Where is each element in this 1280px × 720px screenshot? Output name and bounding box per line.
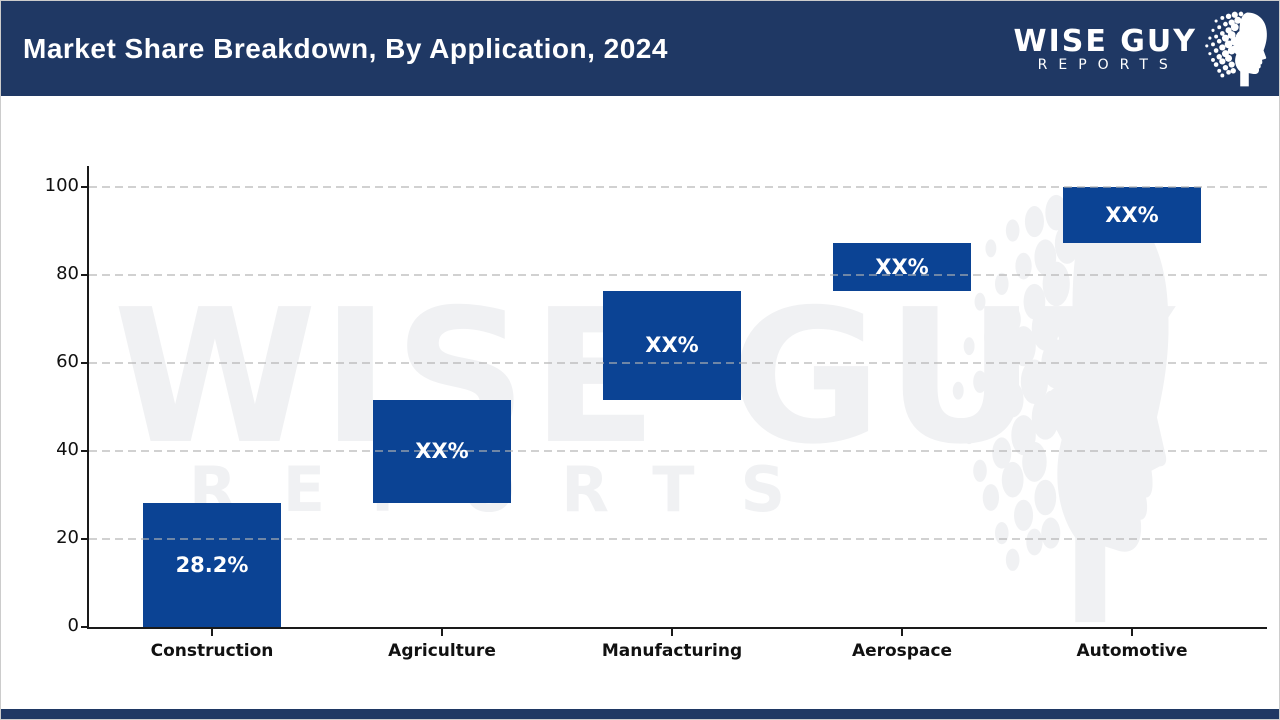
y-tick-mark [81,538,89,540]
logo-wordmark: WISE GUY [1013,23,1197,59]
bar-aerospace [833,243,971,291]
x-category-label: Construction [150,641,274,661]
y-axis-spine [87,166,89,629]
y-tick-label: 0 [67,615,79,636]
gridline [89,186,1267,188]
x-tick-mark [441,627,443,636]
x-tick-mark [901,627,903,636]
bar-value-label: 28.2% [175,552,249,577]
x-category-label: Automotive [1076,641,1188,661]
bar-value-label: XX% [415,439,469,464]
x-tick-mark [211,627,213,636]
logo-subtitle: REPORTS [1037,56,1179,73]
page-title: Market Share Breakdown, By Application, … [23,32,668,64]
x-category-label: Aerospace [851,641,953,661]
y-tick-mark [81,186,89,188]
y-tick-label: 100 [44,175,79,196]
y-tick-label: 20 [56,527,79,548]
bar-value-label: XX% [1105,203,1159,228]
bar-construction [143,502,281,627]
y-tick-label: 40 [56,439,79,460]
logo-text: WISE GUY REPORTS [1013,25,1197,73]
gridline [89,538,1267,540]
wise-guy-reports-logo: WISE GUY REPORTS [1013,7,1269,91]
x-category-label: Agriculture [388,641,496,661]
bar-value-label: XX% [645,333,699,358]
bar-value-label: XX% [875,255,929,280]
y-tick-mark [81,274,89,276]
bar-manufacturing [603,290,741,400]
footer-bar [1,709,1279,719]
y-tick-mark [81,626,89,628]
logo-face-dots-icon [1205,11,1267,87]
gridline [89,450,1267,452]
gridline [89,362,1267,364]
x-category-label: Manufacturing [601,641,743,661]
x-axis-spine [87,627,1267,629]
y-tick-label: 80 [56,263,79,284]
title-bar: Market Share Breakdown, By Application, … [1,1,1279,96]
x-tick-mark [1131,627,1133,636]
y-tick-mark [81,362,89,364]
gridline [89,274,1267,276]
y-tick-label: 60 [56,351,79,372]
y-tick-mark [81,450,89,452]
x-tick-mark [671,627,673,636]
